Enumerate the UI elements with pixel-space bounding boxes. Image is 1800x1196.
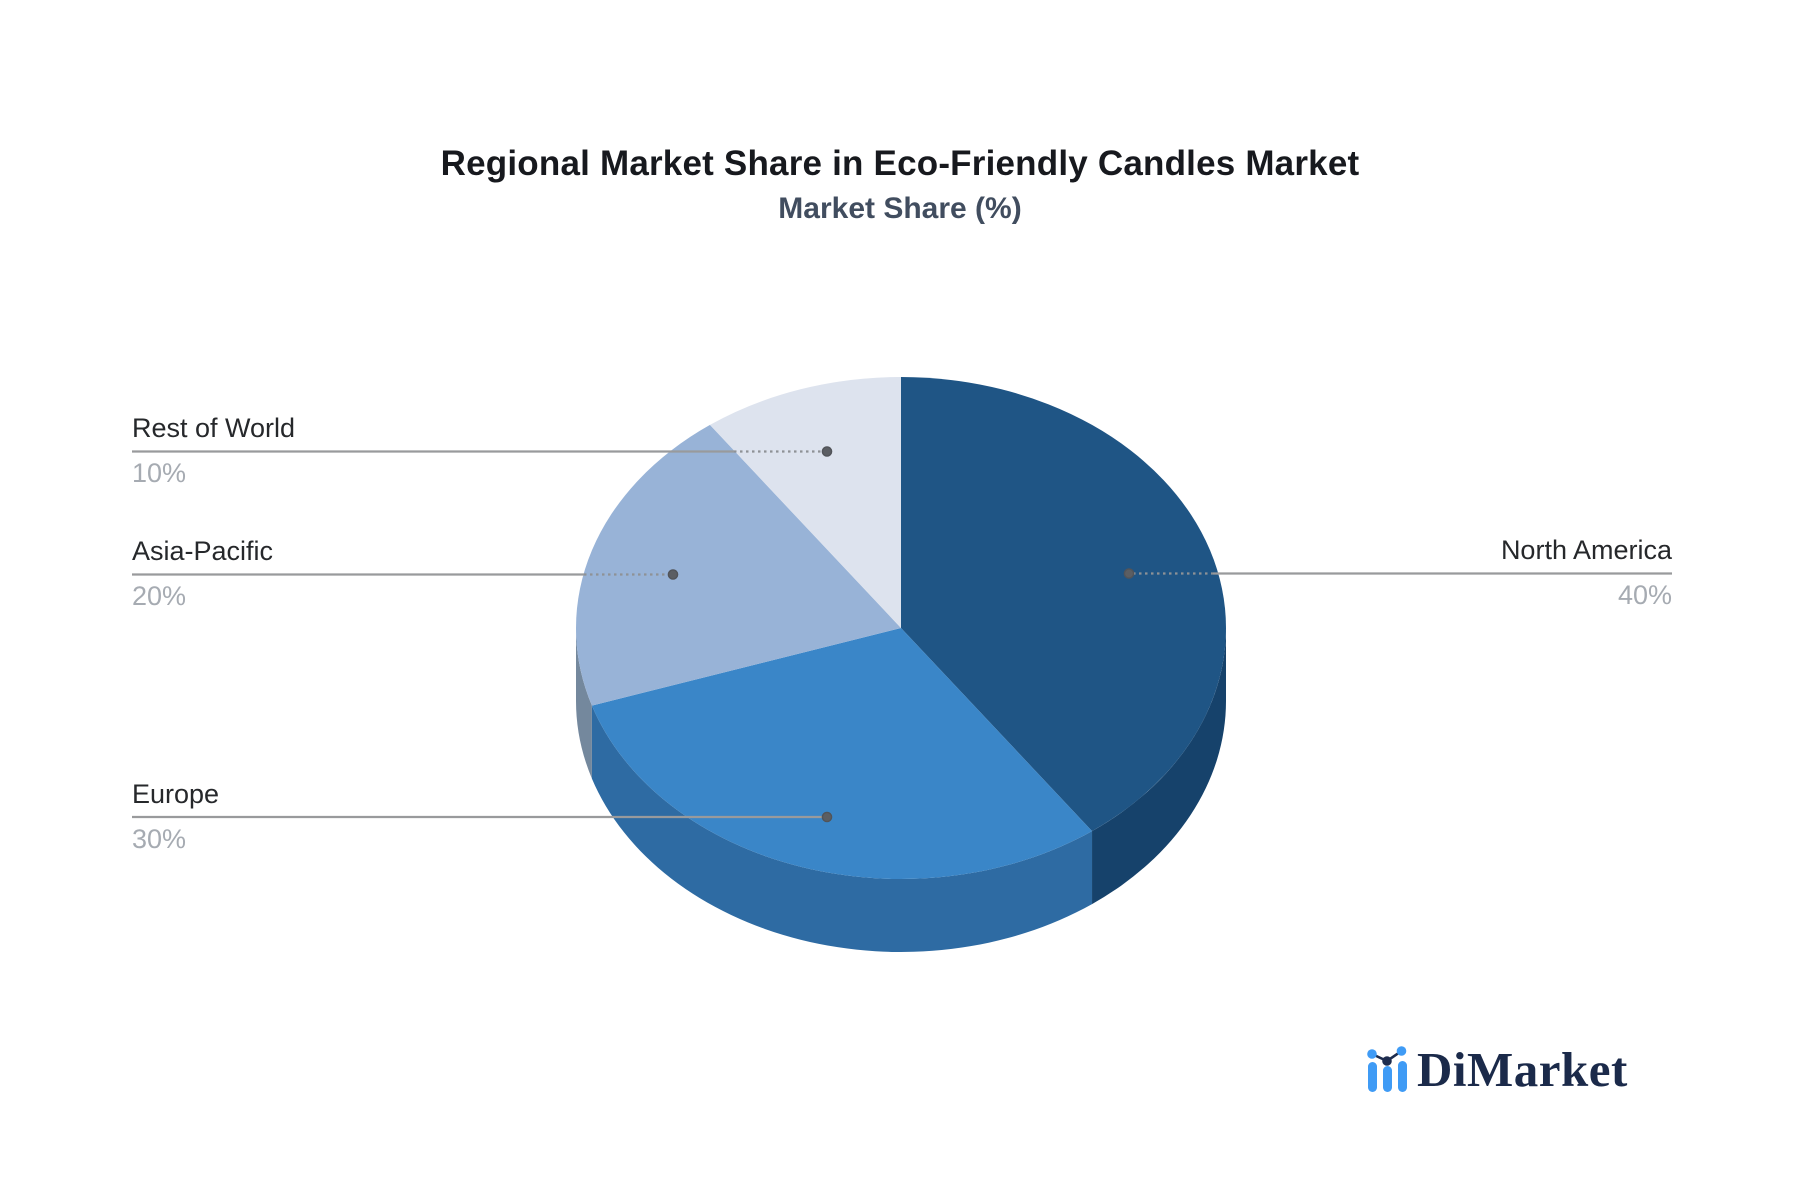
bar-line-chart-icon bbox=[1367, 1046, 1407, 1092]
label-europe: Europe bbox=[132, 779, 220, 809]
pie-slice-rest-of-world bbox=[709, 377, 901, 628]
pie-slice-north-america bbox=[901, 377, 1227, 832]
label-dot-asia-pacific bbox=[667, 569, 679, 580]
dimarket-logo: DiMarket bbox=[1366, 1042, 1627, 1098]
value-europe: 30% bbox=[132, 824, 187, 854]
label-north-america: North America bbox=[1500, 535, 1672, 565]
chart-title: Regional Market Share in Eco-Friendly Ca… bbox=[440, 144, 1360, 183]
label-dot-rest-of-world bbox=[821, 446, 833, 457]
pie-slice-side-asia-pacific bbox=[576, 628, 592, 779]
value-rest-of-world: 10% bbox=[132, 458, 187, 488]
label-dot-europe bbox=[821, 811, 833, 823]
label-rest-of-world: Rest of World bbox=[132, 413, 296, 443]
pie-side-faces bbox=[576, 628, 1226, 952]
pie-slice-side-north-america bbox=[1092, 628, 1226, 905]
brand-name: DiMarket bbox=[1417, 1042, 1628, 1097]
pie-callout-connectors bbox=[132, 446, 1672, 823]
label-dot-north-america bbox=[1123, 568, 1135, 579]
chart-subtitle: Market Share (%) bbox=[778, 192, 1022, 225]
value-asia-pacific: 20% bbox=[132, 581, 187, 611]
value-north-america: 40% bbox=[1617, 580, 1672, 610]
pie-slice-side-europe bbox=[591, 705, 1093, 952]
label-asia-pacific: Asia-Pacific bbox=[132, 536, 274, 566]
pie-slice-asia-pacific bbox=[576, 424, 901, 706]
